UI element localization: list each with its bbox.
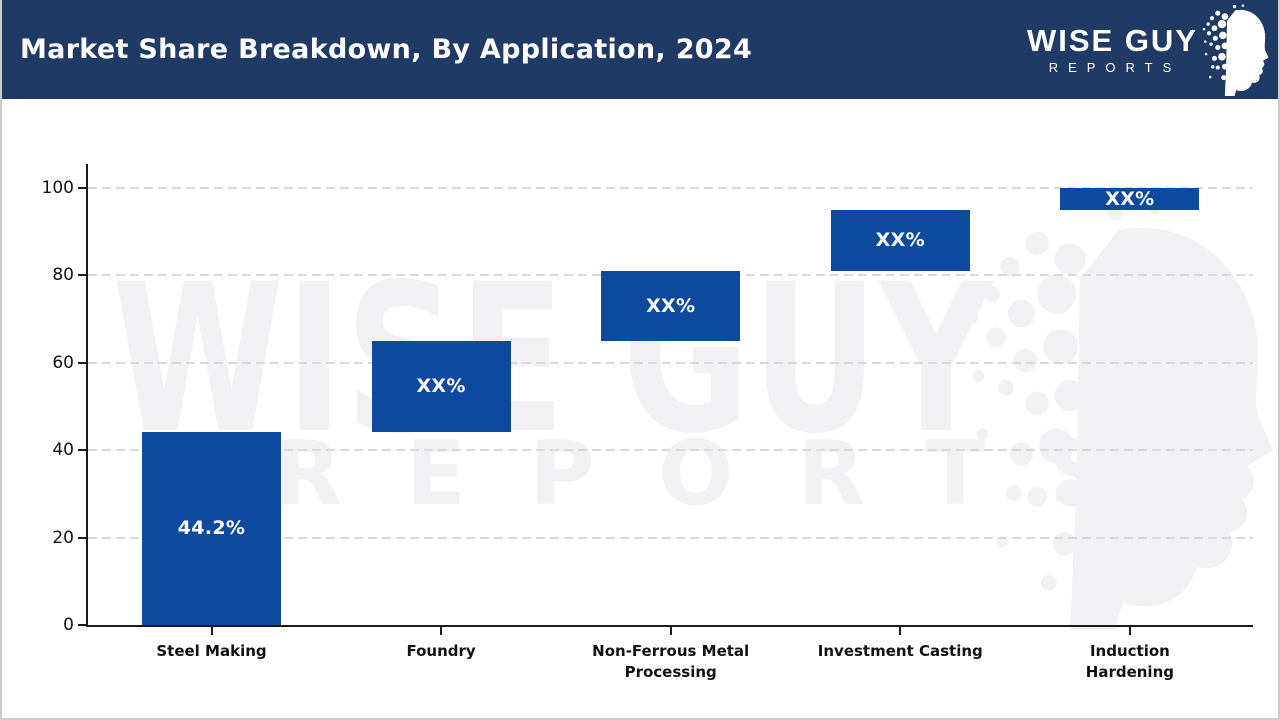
bar-value-label: 44.2% xyxy=(177,517,246,540)
head-profile-dots-icon xyxy=(885,200,1275,634)
bar-value-label: XX% xyxy=(875,229,925,252)
bar-investment-casting: XX% xyxy=(830,209,970,271)
gridline xyxy=(88,187,1253,189)
y-tick xyxy=(78,361,86,364)
x-tick xyxy=(440,627,443,635)
y-tick xyxy=(78,624,86,626)
wiseguy-logo: WISE GUY REPORTS xyxy=(1027,3,1270,96)
gridline xyxy=(88,449,1253,452)
x-category-label: Steel Making xyxy=(156,642,267,660)
y-tick xyxy=(78,187,86,189)
x-tick xyxy=(1128,627,1131,635)
y-tick xyxy=(78,274,86,277)
x-tick xyxy=(210,627,213,635)
bar-value-label: XX% xyxy=(646,294,696,317)
y-tick-label: 60 xyxy=(52,352,74,373)
header: Market Share Breakdown, By Application, … xyxy=(0,0,1280,99)
watermark-text-line1: WISE GUY xyxy=(112,241,995,479)
logo-text: WISE GUY REPORTS xyxy=(1027,25,1198,75)
bar-non-ferrous-metal-processing: XX% xyxy=(601,271,741,341)
watermark-text-line2: REPORTS xyxy=(274,422,1177,525)
x-category-label: Foundry xyxy=(406,642,476,660)
bar-value-label: XX% xyxy=(1105,187,1155,210)
y-tick-label: 80 xyxy=(52,265,74,286)
logo-subtitle: REPORTS xyxy=(1048,59,1182,75)
bar-steel-making: 44.2% xyxy=(142,431,281,625)
x-tick xyxy=(899,627,902,635)
y-axis xyxy=(86,164,88,627)
logo-wordmark: WISE GUY xyxy=(1026,22,1198,58)
page-title: Market Share Breakdown, By Application, … xyxy=(20,34,753,65)
x-category-label: Non-Ferrous Metal Processing xyxy=(592,642,750,681)
x-tick xyxy=(669,627,672,635)
y-tick-label: 40 xyxy=(52,440,74,461)
gridline xyxy=(88,536,1253,539)
y-tick-label: 0 xyxy=(63,615,74,635)
bar-induction-hardening: XX% xyxy=(1060,187,1200,210)
y-tick-label: 100 xyxy=(41,178,74,198)
head-profile-dots-icon xyxy=(1184,3,1270,96)
bar-value-label: XX% xyxy=(416,375,466,398)
y-tick xyxy=(78,449,86,452)
x-axis xyxy=(86,625,1253,627)
bar-foundry: XX% xyxy=(371,340,511,432)
y-tick-label: 20 xyxy=(52,527,74,548)
x-category-label: Investment Casting xyxy=(817,642,983,660)
gridline xyxy=(88,361,1253,364)
y-tick xyxy=(78,536,86,539)
x-category-label: Induction Hardening xyxy=(1085,642,1174,681)
